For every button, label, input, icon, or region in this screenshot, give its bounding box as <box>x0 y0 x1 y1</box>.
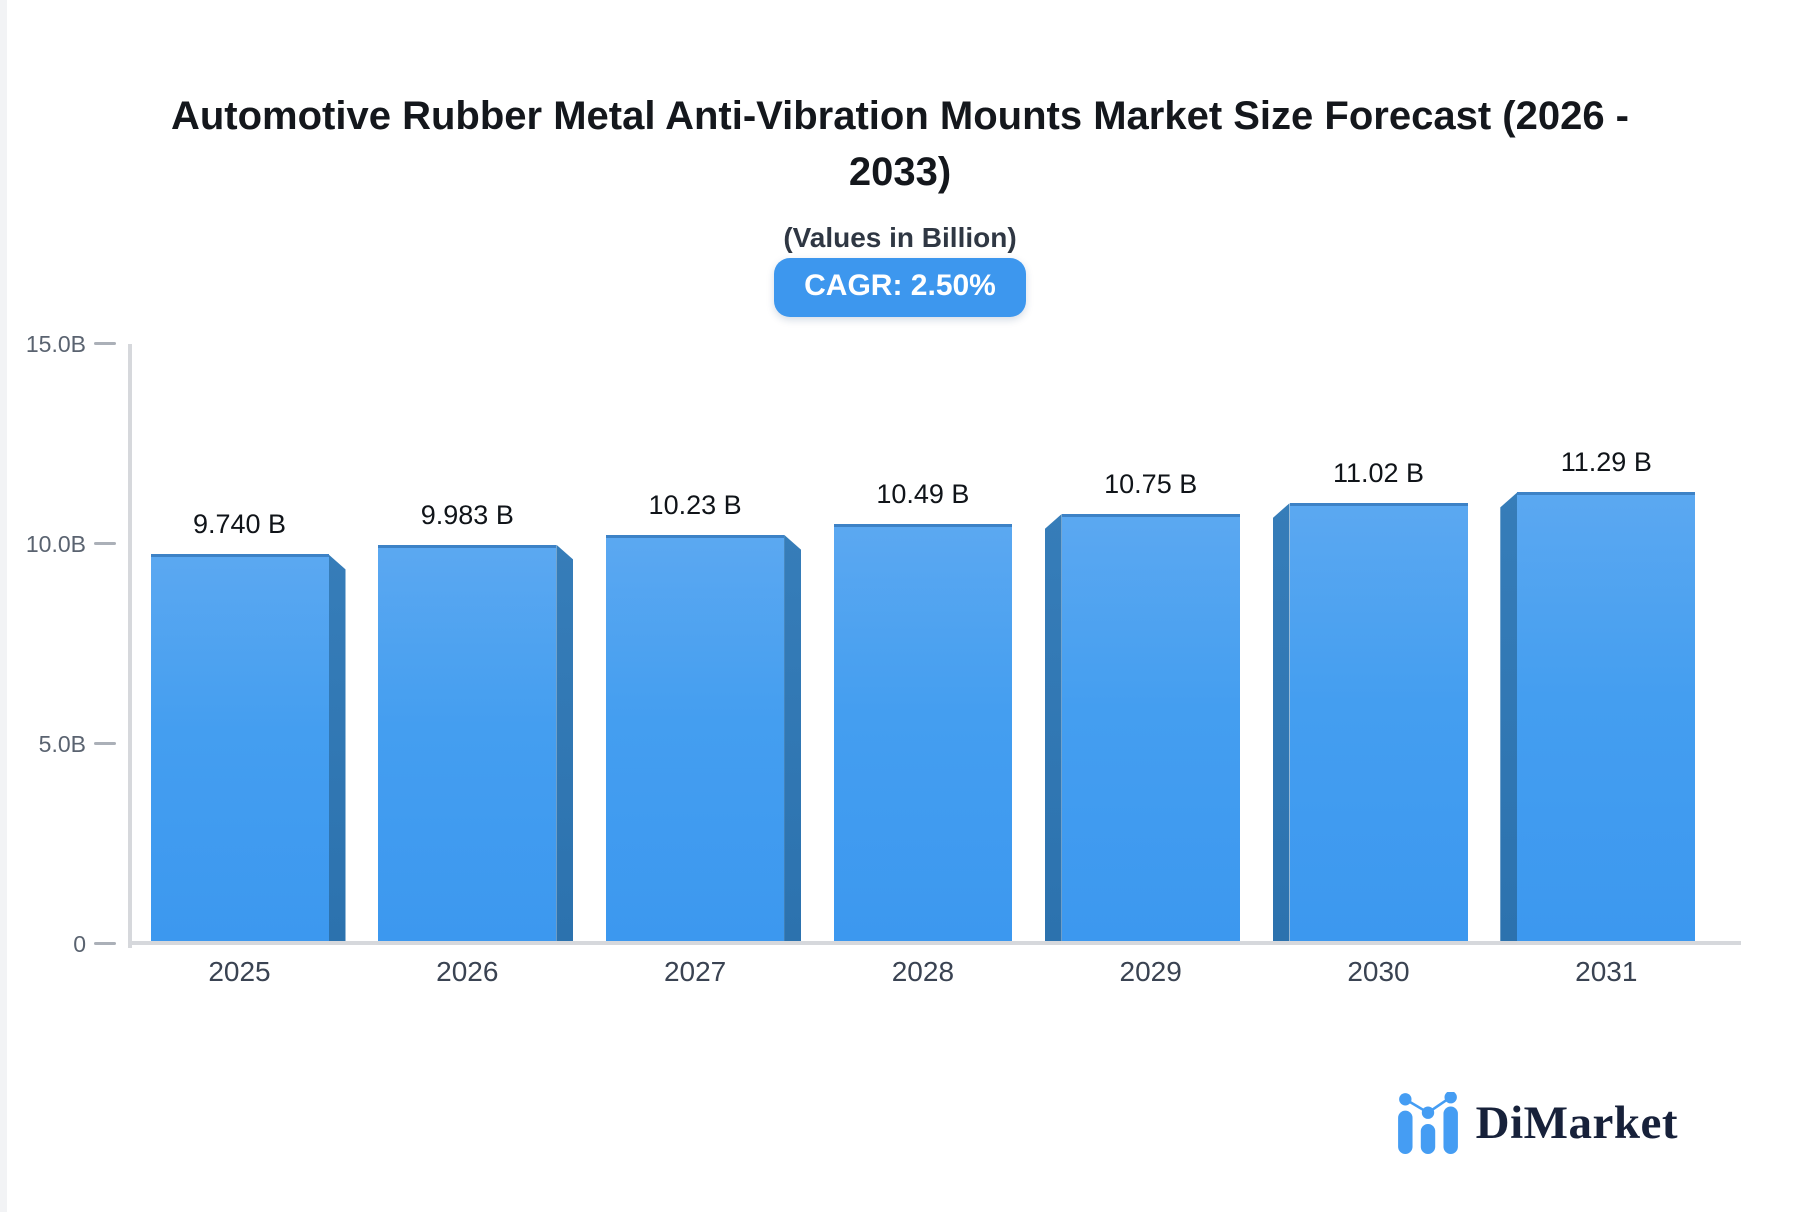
y-axis-label: 5.0B <box>38 731 86 757</box>
bar-side-2029 <box>1044 514 1062 944</box>
bar-side-2026 <box>556 544 574 944</box>
bar-2026 <box>378 544 557 944</box>
left-edge-strip <box>0 0 7 1212</box>
bar-side-2027 <box>784 534 802 944</box>
bar-value-label-2030: 11.02 B <box>1332 458 1425 489</box>
bar-side-2025 <box>328 554 346 944</box>
x-axis-label-2025: 2025 <box>208 956 271 987</box>
bar-value-label-2029: 10.75 B <box>1104 469 1198 499</box>
brand-logo: DiMarket <box>1395 1086 1678 1160</box>
bar-side-2031 <box>1500 492 1518 944</box>
bar-value-label-2028: 10.49 B <box>876 479 970 510</box>
bar-2027 <box>606 534 785 944</box>
cagr-badge: CAGR: 2.50% <box>774 258 1026 317</box>
cagr-badge-row: CAGR: 2.50% <box>0 258 1800 317</box>
y-axis-tick <box>94 342 116 345</box>
bar-value-label-2025: 9.740 B <box>192 509 287 540</box>
x-axis-label-2031: 2031 <box>1575 956 1638 987</box>
y-axis-tick <box>94 942 116 945</box>
bar-value-label-2027: 10.23 B <box>648 489 742 520</box>
bar-value-label-2031: 11.29 B <box>1560 447 1652 478</box>
bar-2031 <box>1517 492 1696 944</box>
bar-side-2030 <box>1272 503 1290 944</box>
bar-value-label-2026: 9.983 B <box>420 499 514 530</box>
bar-2030 <box>1289 503 1468 944</box>
x-axis-label-2027: 2027 <box>663 956 727 987</box>
chart-title-line2: 2033) <box>848 150 952 194</box>
y-axis-label: 0 <box>73 931 86 957</box>
y-axis-label: 10.0B <box>25 531 86 557</box>
bar-2025 <box>150 554 329 944</box>
chart-title: Automotive Rubber Metal Anti-Vibration M… <box>0 88 1800 200</box>
bar-2029 <box>1061 514 1240 944</box>
bar-2028 <box>833 524 1012 944</box>
x-axis-label-2029: 2029 <box>1119 956 1182 987</box>
y-axis-label: 15.0B <box>25 331 86 357</box>
x-axis-line <box>128 941 1741 945</box>
chart-title-line1: Automotive Rubber Metal Anti-Vibration M… <box>170 94 1629 138</box>
chart-subtitle: (Values in Billion) <box>783 222 1017 253</box>
brand-name: DiMarket <box>1475 1097 1678 1149</box>
y-axis-line <box>128 344 132 948</box>
x-axis-label-2026: 2026 <box>436 956 499 987</box>
y-axis-tick <box>94 542 116 545</box>
x-axis-label-2030: 2030 <box>1347 956 1410 987</box>
dimarket-logo-icon <box>1397 1092 1458 1154</box>
x-axis-label-2028: 2028 <box>891 956 955 987</box>
y-axis-tick <box>94 742 116 745</box>
